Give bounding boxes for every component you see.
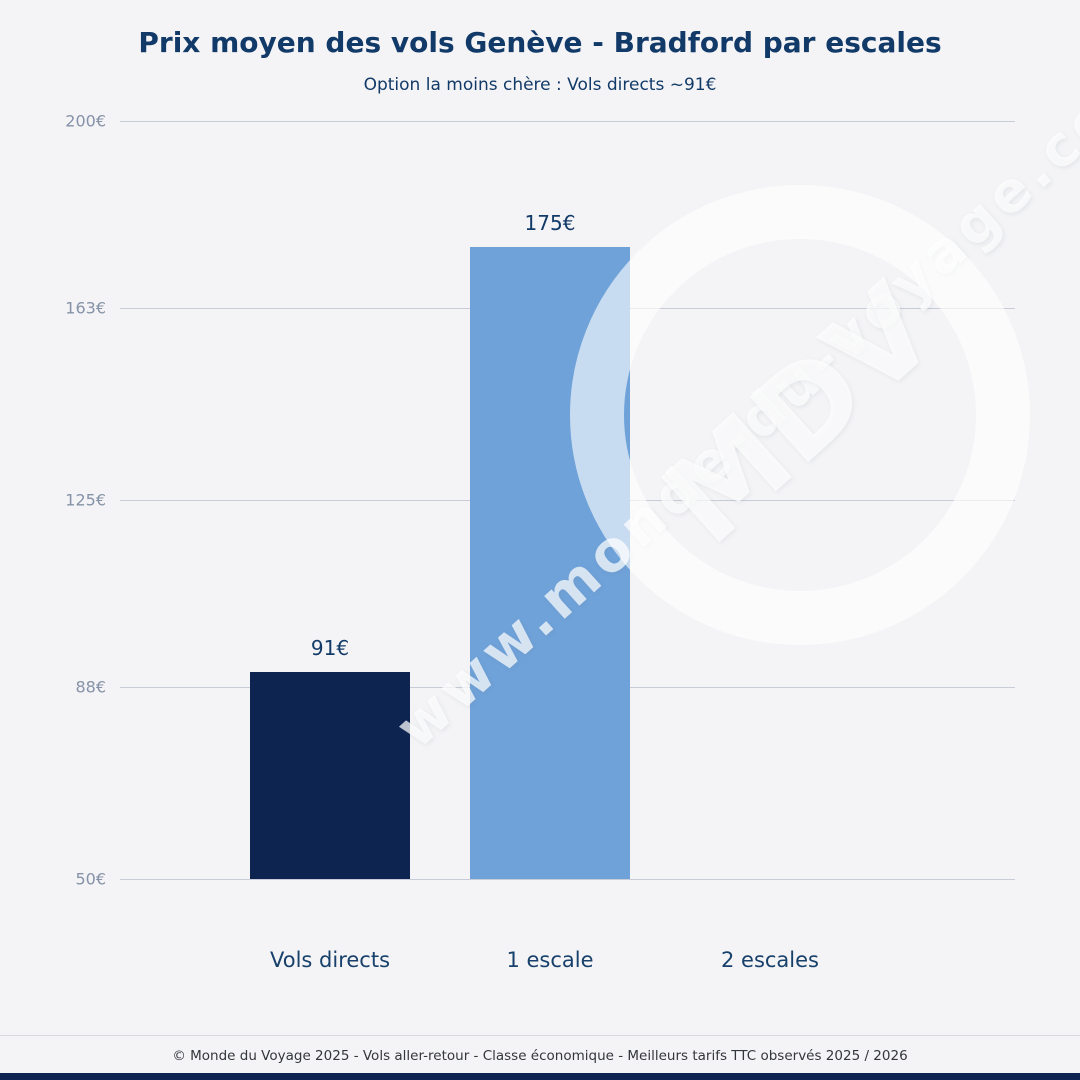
- bar-1-escale: [470, 247, 630, 879]
- plot-area: 200€ 163€ 125€ 88€ 50€ 91€ 175€: [65, 112, 1015, 889]
- footer-divider: [0, 1035, 1080, 1036]
- gridline: [120, 879, 1015, 880]
- gridline: [120, 121, 1015, 122]
- chart-title: Prix moyen des vols Genève - Bradford pa…: [138, 26, 942, 59]
- x-category-label-vols-directs: Vols directs: [269, 948, 391, 972]
- footer-text: © Monde du Voyage 2025 - Vols aller-reto…: [172, 1048, 908, 1064]
- y-tick-label: 50€: [75, 869, 106, 889]
- bar-value-label: 91€: [310, 635, 350, 660]
- y-tick-label: 200€: [65, 111, 106, 131]
- y-tick-label: 163€: [65, 298, 106, 318]
- bar-value-label: 175€: [524, 211, 576, 236]
- chart-subtitle: Option la moins chère : Vols directs ~91…: [363, 75, 717, 95]
- x-category-label-2-escales: 2 escales: [720, 948, 820, 972]
- x-category-label-1-escale: 1 escale: [506, 948, 594, 972]
- bar-vols-directs: [250, 671, 410, 879]
- y-tick-label: 125€: [65, 490, 106, 510]
- y-tick-label: 88€: [75, 677, 106, 697]
- bottom-accent-bar: [0, 1073, 1080, 1080]
